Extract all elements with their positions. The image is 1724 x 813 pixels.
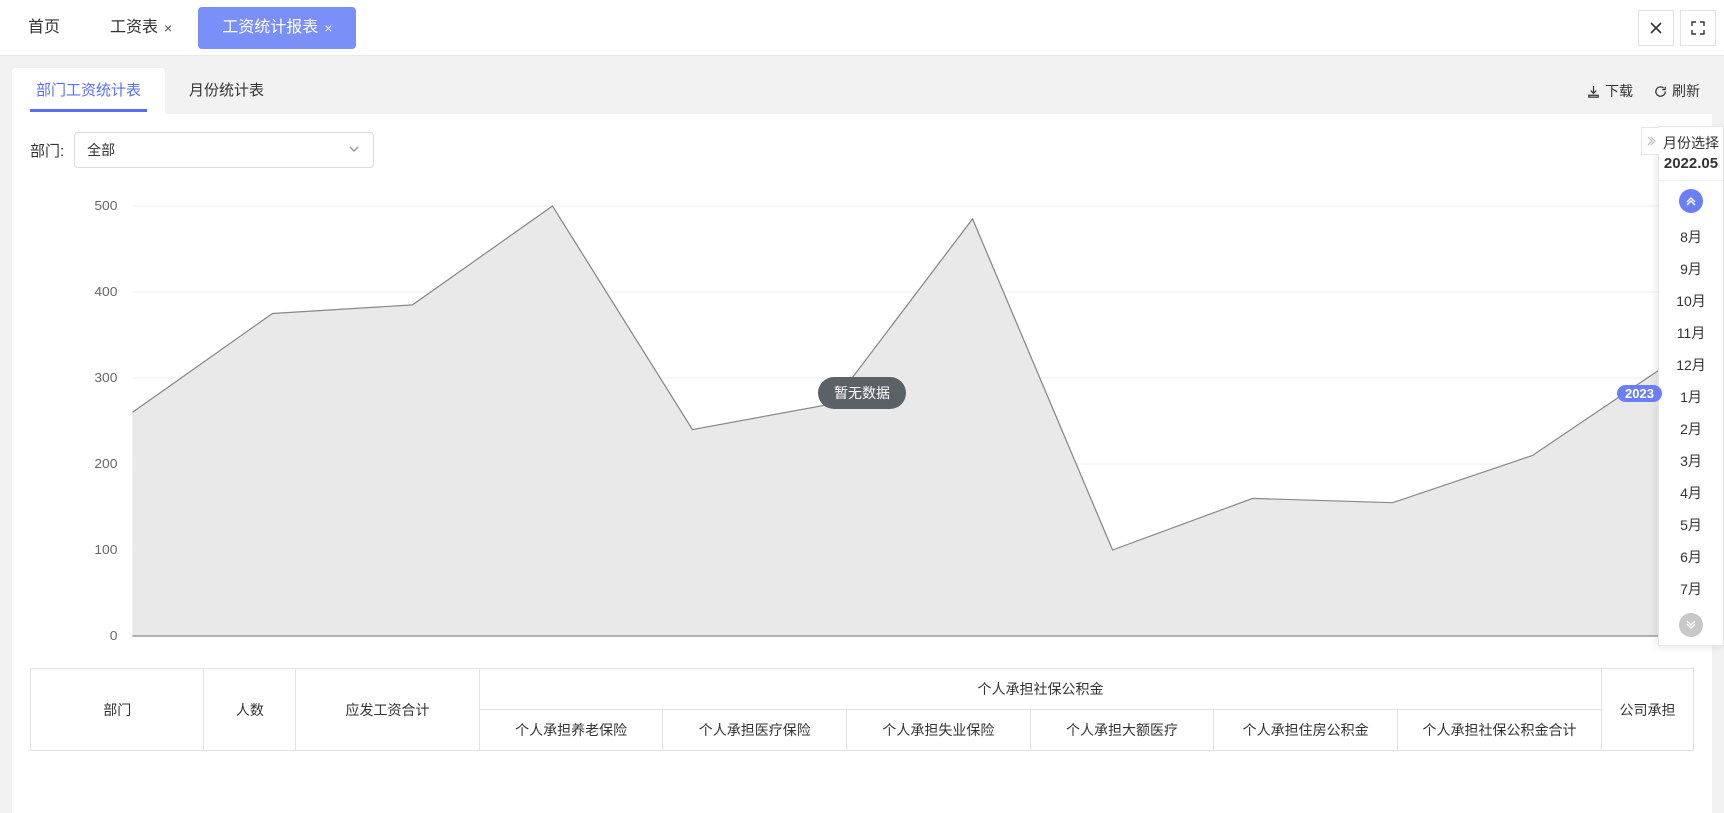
page-body: 部门工资统计表 月份统计表 下载 刷新 部门: 全 [0, 56, 1724, 813]
tab-salary-stats-report[interactable]: 工资统计报表 × [198, 7, 356, 49]
tab-label: 工资表 [110, 7, 158, 49]
tab-salary-sheet[interactable]: 工资表 × [86, 7, 196, 49]
month-list: 8月9月10月11月12月20231月2月3月4月5月6月7月 [1659, 221, 1723, 605]
col-personal-total: 个人承担社保公积金合计 [1397, 710, 1601, 751]
chevron-up-double-icon [1685, 195, 1697, 207]
month-scroll-up-button[interactable] [1679, 189, 1703, 213]
col-gross-total: 应发工资合计 [296, 669, 480, 751]
month-item[interactable]: 7月 [1659, 573, 1723, 605]
month-selector-panel: 月份选择 2022.05 8月9月10月11月12月20231月2月3月4月5月… [1658, 126, 1724, 646]
inner-actions: 下载 刷新 [1586, 68, 1700, 114]
inner-tab-label: 月份统计表 [189, 82, 264, 99]
month-item[interactable]: 2月 [1659, 413, 1723, 445]
refresh-button[interactable]: 刷新 [1653, 81, 1700, 101]
col-company-cut: 公司承担 [1602, 669, 1694, 751]
month-item[interactable]: 9月 [1659, 253, 1723, 285]
chevron-down-double-icon [1685, 619, 1697, 631]
col-unemployment: 个人承担失业保险 [847, 710, 1031, 751]
svg-text:500: 500 [94, 198, 117, 213]
refresh-label: 刷新 [1672, 81, 1700, 101]
department-select-value: 全部 [87, 140, 115, 160]
svg-text:300: 300 [94, 370, 117, 385]
col-housing-fund: 个人承担住房公积金 [1214, 710, 1398, 751]
col-group-personal: 个人承担社保公积金 [479, 669, 1601, 710]
month-scroll-down-button[interactable] [1679, 613, 1703, 637]
inner-tab-bar: 部门工资统计表 月份统计表 下载 刷新 [12, 68, 1712, 114]
svg-text:0: 0 [110, 628, 118, 643]
download-label: 下载 [1605, 81, 1633, 101]
inner-tab-month-stats[interactable]: 月份统计表 [165, 68, 288, 114]
download-button[interactable]: 下载 [1586, 81, 1633, 101]
top-tab-bar: 首页 工资表 × 工资统计报表 × [0, 0, 1724, 56]
month-item[interactable]: 12月 [1659, 349, 1723, 381]
month-panel-title: 月份选择 [1659, 127, 1723, 155]
top-right-toolbar [1632, 0, 1716, 56]
refresh-icon [1653, 84, 1668, 99]
chevron-down-icon [347, 142, 361, 159]
month-item[interactable]: 8月 [1659, 221, 1723, 253]
inner-tab-department-stats[interactable]: 部门工资统计表 [12, 68, 165, 114]
month-item[interactable]: 4月 [1659, 477, 1723, 509]
tab-label: 首页 [28, 7, 60, 49]
fullscreen-icon [1690, 20, 1706, 36]
download-icon [1586, 84, 1601, 99]
month-item[interactable]: 1月 [1659, 381, 1723, 413]
col-major-medical: 个人承担大额医疗 [1030, 710, 1214, 751]
fullscreen-button[interactable] [1680, 10, 1716, 46]
tab-home[interactable]: 首页 [4, 7, 84, 49]
col-pension: 个人承担养老保险 [479, 710, 663, 751]
month-item[interactable]: 11月 [1659, 317, 1723, 349]
year-badge: 2023 [1617, 385, 1662, 402]
close-all-tabs-button[interactable] [1638, 10, 1674, 46]
close-icon[interactable]: × [324, 7, 332, 49]
col-medical: 个人承担医疗保险 [663, 710, 847, 751]
department-filter-label: 部门: [30, 140, 64, 161]
close-icon[interactable]: × [164, 7, 172, 49]
col-department: 部门 [31, 669, 204, 751]
col-headcount: 人数 [204, 669, 296, 751]
area-chart: 0100200300400500 暂无数据 [30, 186, 1694, 656]
svg-text:400: 400 [94, 284, 117, 299]
tab-label: 工资统计报表 [222, 7, 318, 49]
month-item[interactable]: 3月 [1659, 445, 1723, 477]
filter-row: 部门: 全部 [30, 132, 1694, 168]
svg-text:200: 200 [94, 456, 117, 471]
month-panel-current: 2022.05 [1659, 155, 1723, 181]
content-card: 部门: 全部 0100200300400500 暂无数据 部门 人数 应发工资合… [12, 114, 1712, 813]
department-select[interactable]: 全部 [74, 132, 374, 168]
inner-tab-label: 部门工资统计表 [36, 82, 141, 99]
chart-canvas: 0 100 200 300 400 500 [30, 186, 1694, 656]
month-panel-collapse-button[interactable] [1641, 127, 1659, 155]
month-item[interactable]: 5月 [1659, 509, 1723, 541]
salary-table: 部门 人数 应发工资合计 个人承担社保公积金 公司承担 个人承担养老保险 个人承… [30, 668, 1694, 751]
month-item[interactable]: 10月 [1659, 285, 1723, 317]
svg-text:100: 100 [94, 542, 117, 557]
chevron-right-double-icon [1646, 136, 1656, 146]
month-item[interactable]: 6月 [1659, 541, 1723, 573]
close-icon [1648, 20, 1664, 36]
